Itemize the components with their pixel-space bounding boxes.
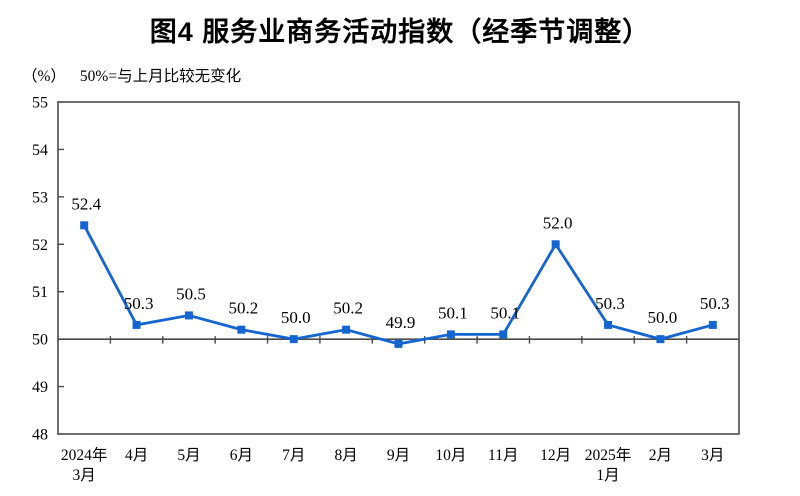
data-point-marker: [132, 320, 141, 329]
reference-note-label: 50%=与上月比较无变化: [79, 68, 242, 85]
data-point-label: 50.3: [595, 294, 625, 313]
x-axis-label: 2月: [649, 447, 672, 464]
data-point-marker: [708, 320, 717, 329]
y-axis-label: 54: [32, 142, 48, 159]
data-point-label: 50.3: [700, 294, 730, 313]
y-axis-label: 52: [32, 237, 48, 254]
data-point-label: 50.0: [281, 308, 311, 327]
data-point-label: 50.0: [648, 308, 678, 327]
data-point-label: 50.1: [490, 303, 520, 322]
data-point-label: 49.9: [386, 313, 416, 332]
data-point-marker: [499, 330, 508, 339]
data-point-marker: [80, 221, 89, 230]
x-axis-label: 2025年: [585, 446, 632, 464]
y-axis-label: 53: [32, 189, 48, 206]
y-axis-label: 50: [32, 332, 48, 349]
chart-subtitle: （%） 50%=与上月比较无变化: [22, 64, 241, 86]
y-axis-label: 51: [32, 284, 48, 301]
data-point-marker: [604, 320, 613, 329]
line-chart-svg: 55 54 53 52 51 50 49 48 52.4 50.3 50.5 50.2 50.0 50.2…: [32, 95, 740, 484]
x-axis-label: 5月: [177, 447, 200, 464]
chart-title: 图4 服务业商务活动指数（经季节调整）: [149, 17, 651, 47]
x-axis-label: 10月: [435, 447, 466, 464]
data-point-label: 50.2: [333, 299, 363, 318]
x-axis-label: 2024年: [61, 446, 108, 464]
x-axis-label: 12月: [540, 447, 571, 464]
data-point-marker: [446, 330, 455, 339]
data-point-label: 50.2: [228, 299, 258, 318]
data-point-marker: [551, 240, 560, 249]
data-point-label: 50.1: [438, 303, 468, 322]
data-point-label: 50.3: [124, 294, 154, 313]
x-axis-label: 11月: [488, 447, 518, 464]
data-point-label: 52.4: [71, 194, 101, 213]
data-point-label: 52.0: [543, 213, 573, 232]
data-point-marker: [656, 335, 665, 344]
x-axis-label: 1月: [596, 467, 619, 484]
data-point-marker: [394, 339, 403, 348]
x-axis-label: 4月: [125, 447, 148, 464]
data-point-marker: [184, 311, 193, 320]
data-point-marker: [289, 335, 298, 344]
plot-border: [57, 101, 740, 435]
y-axis-unit-label: （%）: [22, 68, 66, 85]
x-axis-label: 3月: [701, 447, 724, 464]
data-point-marker: [342, 325, 351, 334]
x-axis-label: 9月: [387, 447, 410, 464]
y-axis-label: 48: [32, 427, 48, 444]
x-axis-label: 7月: [282, 447, 305, 464]
x-axis-label: 3月: [73, 467, 96, 484]
x-axis-label: 6月: [230, 447, 253, 464]
plot-area: 55 54 53 52 51 50 49 48 52.4 50.3 50.5 50.2 50.0 50.2…: [0, 88, 800, 496]
y-axis-label: 55: [32, 95, 48, 112]
x-axis-label: 8月: [334, 447, 357, 464]
y-axis-label: 49: [32, 379, 48, 396]
data-point-label: 50.5: [176, 284, 206, 303]
data-point-marker: [237, 325, 246, 334]
